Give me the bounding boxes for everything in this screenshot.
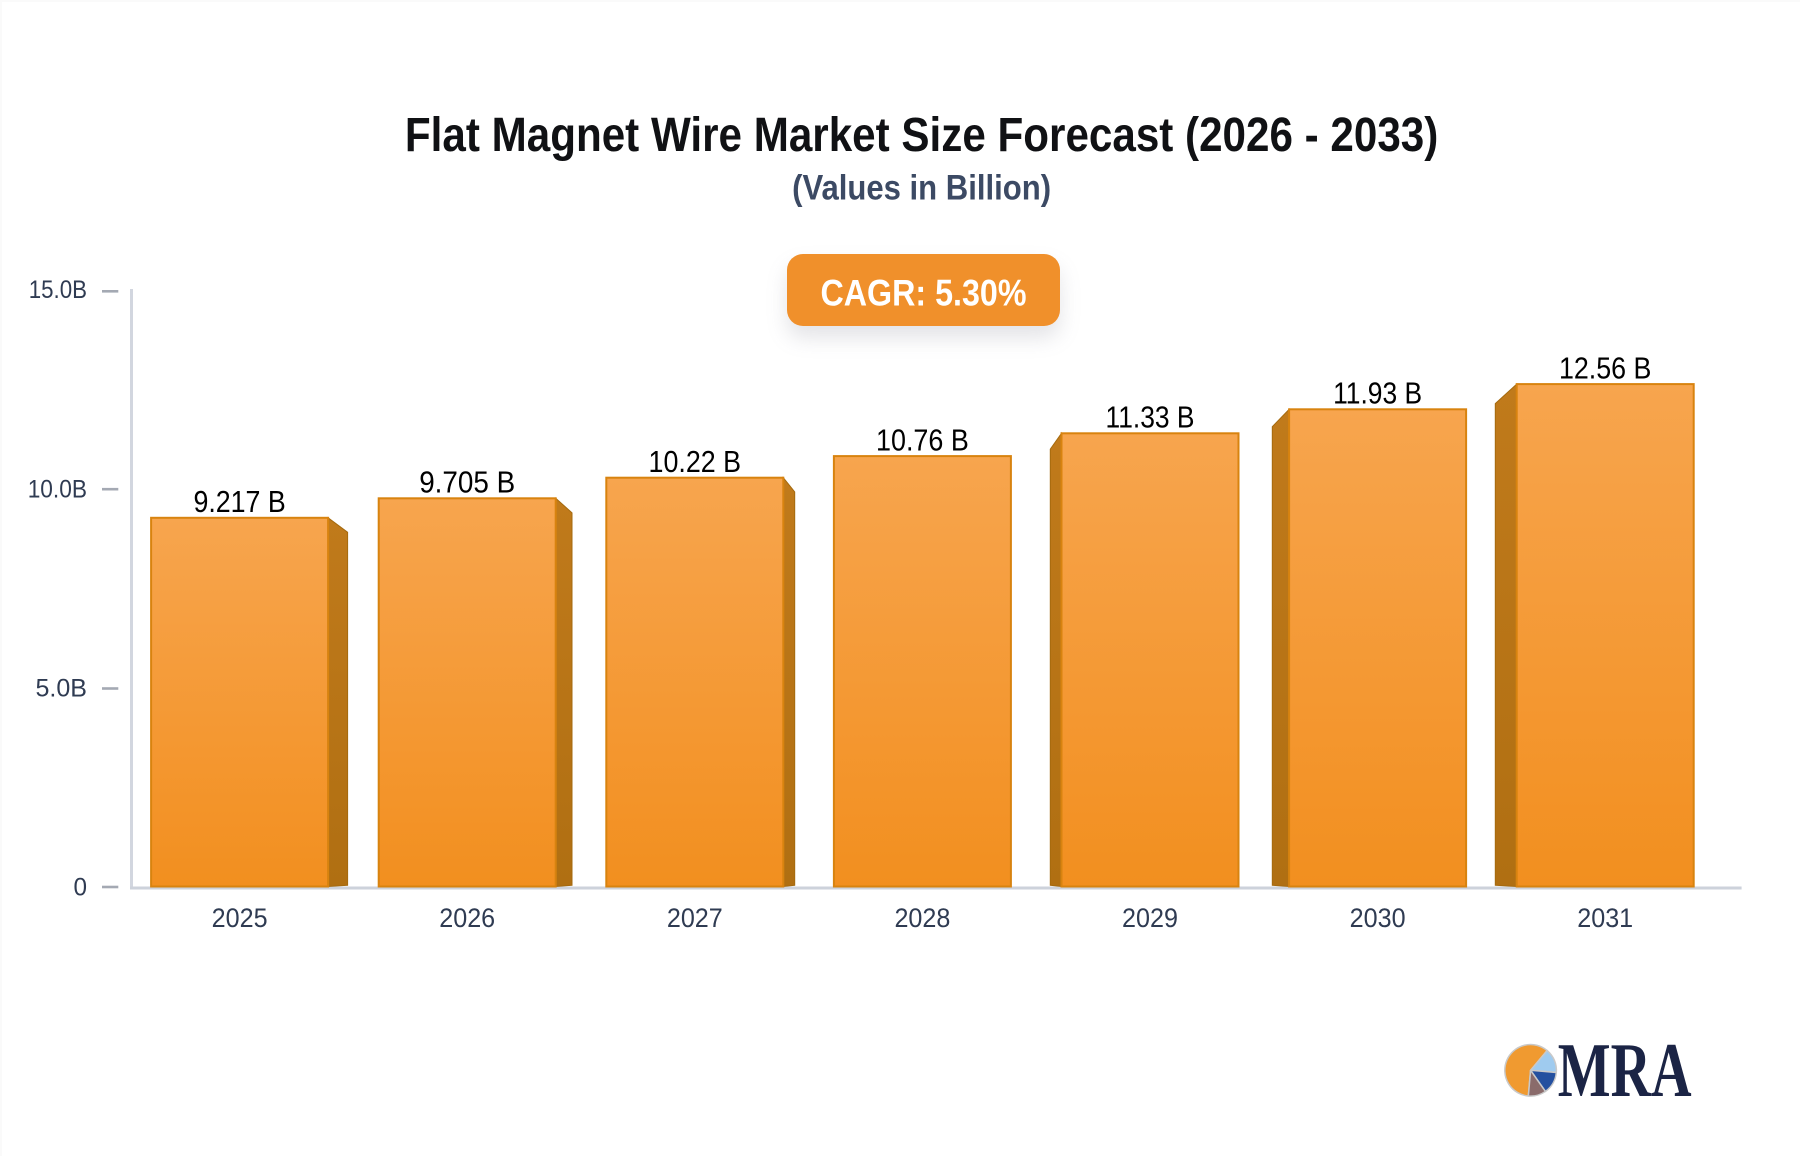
svg-text:12.56 B: 12.56 B (1559, 351, 1652, 386)
svg-text:2026: 2026 (439, 903, 495, 933)
svg-text:11.93 B: 11.93 B (1333, 376, 1422, 411)
svg-text:11.33 B: 11.33 B (1106, 400, 1195, 435)
svg-text:10.76 B: 10.76 B (876, 423, 969, 458)
svg-text:15.0B: 15.0B (29, 276, 87, 304)
svg-text:9.705 B: 9.705 B (419, 465, 515, 500)
svg-text:2028: 2028 (894, 903, 950, 933)
svg-text:MRA: MRA (1558, 1027, 1692, 1113)
svg-text:9.217 B: 9.217 B (193, 484, 285, 519)
svg-text:2025: 2025 (212, 903, 268, 933)
svg-text:10.22 B: 10.22 B (649, 444, 742, 479)
svg-text:2029: 2029 (1122, 903, 1178, 933)
svg-text:Flat Magnet Wire Market Size F: Flat Magnet Wire Market Size Forecast (2… (405, 108, 1438, 162)
svg-text:CAGR: 5.30%: CAGR: 5.30% (821, 273, 1027, 314)
svg-text:5.0B: 5.0B (36, 675, 88, 703)
svg-text:2031: 2031 (1577, 903, 1633, 933)
svg-text:2030: 2030 (1350, 903, 1406, 933)
svg-text:(Values in Billion): (Values in Billion) (792, 168, 1051, 208)
svg-text:2027: 2027 (667, 903, 723, 933)
svg-text:0: 0 (74, 874, 88, 902)
svg-text:10.0B: 10.0B (28, 475, 87, 503)
